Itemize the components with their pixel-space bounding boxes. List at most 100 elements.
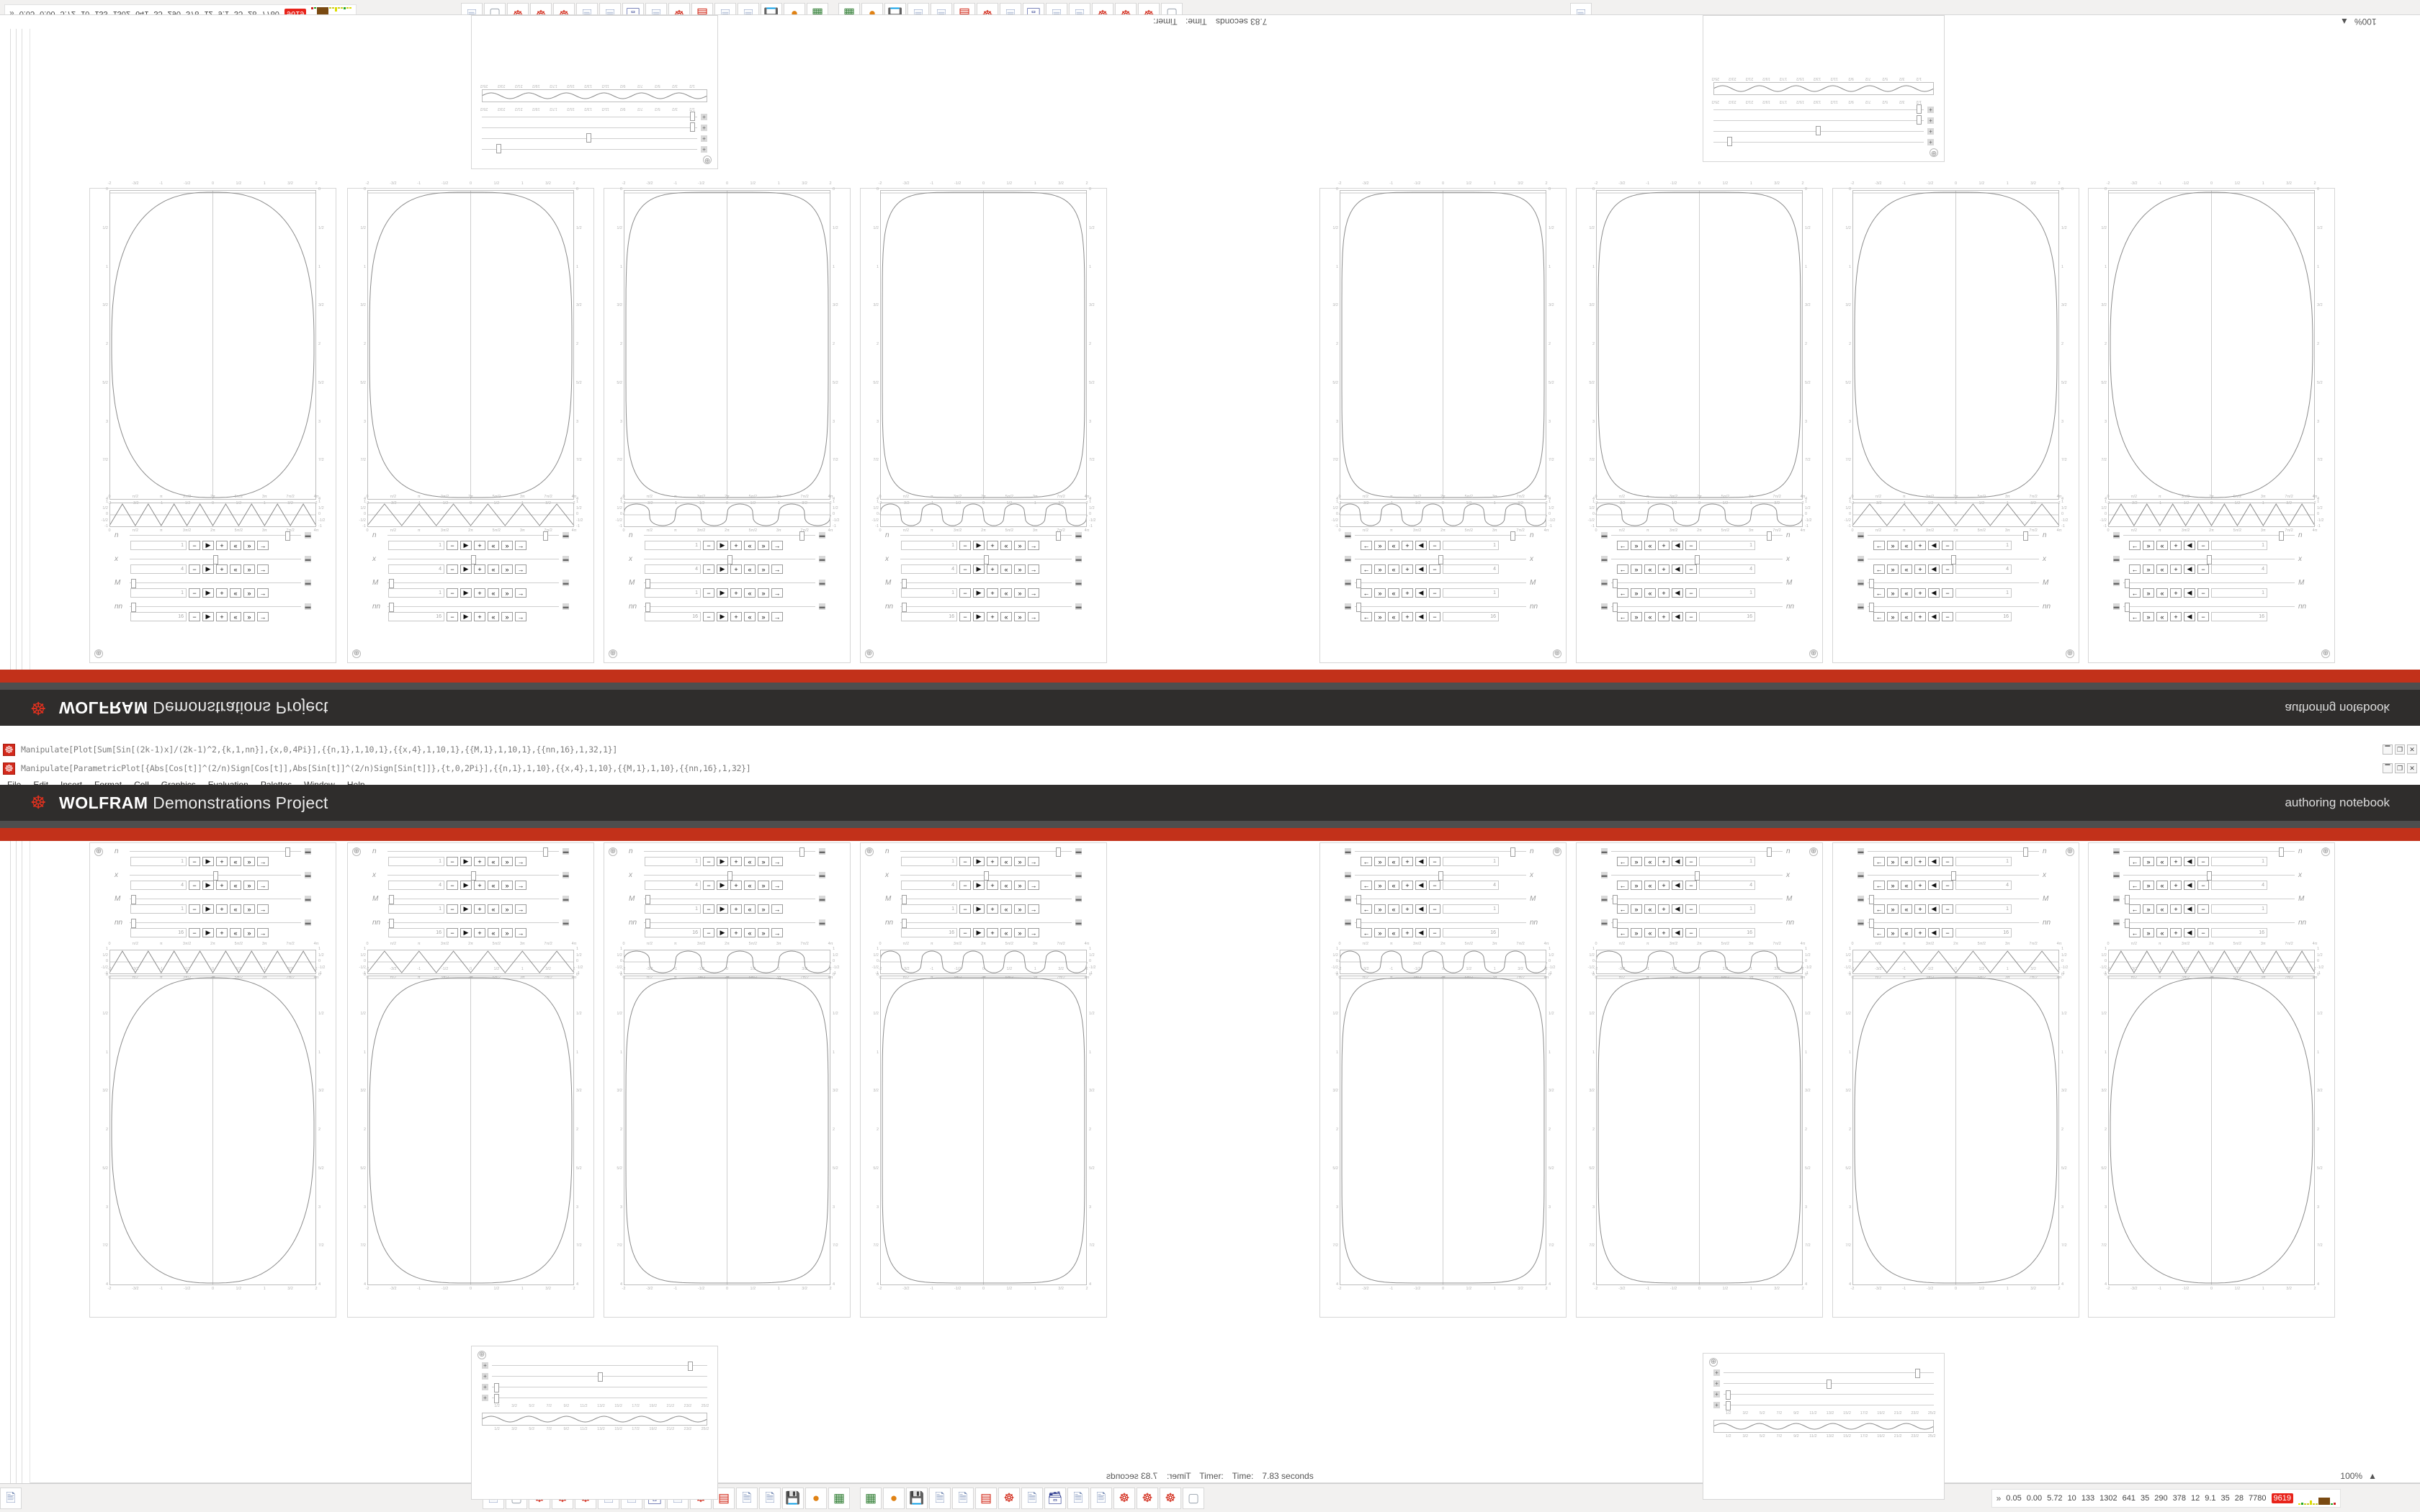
fast-rewind-button[interactable]: « [1644, 588, 1656, 598]
cell-code-1[interactable]: Manipulate[Plot[Sum[Sin[(2k-1)x]/(2k-1)^… [21, 744, 617, 755]
play-button[interactable]: ◀ [1415, 881, 1427, 890]
animation-controls-nn[interactable]: ←» «+ ◀ −16 [1361, 928, 1541, 937]
value-field-nn[interactable]: 16 [1699, 612, 1755, 621]
decrement-button[interactable]: − [189, 928, 200, 937]
collapse-icon[interactable]: ▬ [1857, 603, 1864, 610]
slider-M[interactable] [2123, 894, 2295, 904]
control-row-x[interactable]: x ▬ [372, 554, 569, 564]
collapse-icon[interactable]: ▬ [1601, 580, 1608, 586]
slider-thumb[interactable] [388, 918, 394, 928]
collapsed-control-x[interactable]: + [482, 1372, 707, 1382]
slider-n[interactable] [1868, 847, 2039, 857]
fast-forward-button[interactable]: » [1887, 541, 1899, 550]
increment-button[interactable]: + [730, 904, 742, 914]
slider-thumb[interactable] [1868, 578, 1874, 588]
fast-forward-button[interactable]: » [2143, 928, 2154, 937]
slider-x[interactable] [1355, 870, 1526, 881]
fast-forward-button[interactable]: » [2143, 904, 2154, 914]
control-row-n[interactable]: ▬ n [1857, 531, 2054, 541]
slider-M[interactable] [387, 894, 559, 904]
expand-icon[interactable]: + [1927, 128, 1934, 135]
document-icon[interactable]: 🖹 [0, 1487, 22, 1509]
step-forward-button[interactable]: → [1028, 541, 1039, 550]
fast-forward-button[interactable]: » [1631, 588, 1642, 598]
increment-button[interactable]: + [1658, 857, 1670, 866]
increment-button[interactable]: + [987, 881, 998, 890]
decrement-button[interactable]: − [1942, 541, 1953, 550]
step-forward-button[interactable]: → [771, 881, 783, 890]
slider-nn-mini[interactable] [492, 1393, 707, 1403]
slider-n-mini[interactable] [1724, 1368, 1934, 1378]
step-back-button[interactable]: ← [1617, 612, 1628, 621]
value-field-n[interactable]: 1 [901, 857, 957, 866]
collapse-icon[interactable]: ▬ [305, 896, 311, 902]
increment-button[interactable]: + [1914, 612, 1926, 621]
animation-controls-n[interactable]: ←» «+ ◀ −1 [2129, 541, 2310, 550]
animation-controls-M[interactable]: 1− ▶ + «» → [645, 588, 825, 598]
fast-rewind-button[interactable]: « [2156, 928, 2168, 937]
value-field-M[interactable]: 1 [1955, 904, 2012, 914]
collapse-icon[interactable]: ▬ [305, 532, 311, 539]
slider-x[interactable] [2123, 870, 2295, 881]
slider-n[interactable] [900, 847, 1072, 857]
control-row-M[interactable]: ▬ M [1601, 578, 1798, 588]
step-back-button[interactable]: ← [2129, 612, 2141, 621]
increment-button[interactable]: + [1658, 588, 1670, 598]
animation-controls-M[interactable]: 1− ▶ + «» → [901, 904, 1082, 914]
expand-icon[interactable]: + [1927, 117, 1934, 124]
animation-controls-n[interactable]: 1− ▶ + «» → [645, 541, 825, 550]
slider-M-mini[interactable] [482, 122, 697, 132]
slider-nn[interactable] [1868, 602, 2039, 612]
collapsed-manipulate-panel[interactable]: ⊕ + + + + [471, 15, 718, 169]
manipulate-controls[interactable]: n ▬ 1− ▶ + «» → x ▬ 4− ▶ + «» → M ▬ 1− ▶ + «» → nn [623, 527, 831, 631]
decrement-button[interactable]: − [2197, 881, 2209, 890]
value-field-nn[interactable]: 16 [130, 928, 187, 937]
slider-M[interactable] [130, 578, 301, 588]
control-row-nn[interactable]: nn ▬ [372, 918, 569, 928]
fast-forward-button[interactable]: » [758, 564, 769, 574]
animation-controls-x[interactable]: 4− ▶ + «» → [901, 564, 1082, 574]
slider-thumb-mini[interactable] [493, 1393, 499, 1403]
fast-forward-button[interactable]: » [1374, 904, 1386, 914]
increment-button[interactable]: + [216, 904, 228, 914]
decrement-button[interactable]: − [703, 928, 714, 937]
fast-forward-button[interactable]: » [501, 857, 513, 866]
fast-rewind-button[interactable]: « [230, 612, 241, 621]
fast-forward-button[interactable]: » [1887, 588, 1899, 598]
increment-button[interactable]: + [1402, 928, 1413, 937]
fast-rewind-button[interactable]: « [744, 541, 756, 550]
fast-rewind-button[interactable]: « [230, 904, 241, 914]
manipulate-controls[interactable]: ▬ n ←» «+ ◀ −1 ▬ x ←» «+ ◀ −4 ▬ M ←» «+ ◀ −1 ▬ [1339, 527, 1547, 631]
manipulate-panel[interactable]: ⊕ -2 -2 -3/2 -3/2 -1 -1 -1/2 -1/2 0 0 1/2 1/2 1 1 3/2 3… [604, 181, 851, 663]
animation-controls-M[interactable]: ←» «+ ◀ −1 [1361, 904, 1541, 914]
open-controls-icon-small[interactable]: ⊕ [478, 1351, 486, 1359]
fast-forward-button[interactable]: » [243, 881, 255, 890]
maximize-icon-2[interactable]: ❐ [2395, 763, 2405, 773]
value-field-nn[interactable]: 16 [645, 612, 701, 621]
play-button[interactable]: ◀ [1415, 564, 1427, 574]
value-field-M[interactable]: 1 [388, 588, 444, 598]
slider-thumb[interactable] [542, 531, 548, 541]
decrement-button[interactable]: − [1685, 612, 1697, 621]
collapse-icon[interactable]: ▬ [1345, 603, 1351, 610]
decrement-button[interactable]: − [959, 904, 971, 914]
value-field-n[interactable]: 1 [1699, 857, 1755, 866]
fast-forward-button[interactable]: » [758, 588, 769, 598]
fast-forward-button[interactable]: » [1631, 541, 1642, 550]
manipulate-panel[interactable]: ⊕ n ▬ 1− ▶ + «» → x ▬ 4− ▶ + «» → M ▬ 1− ▶ + «» → nn [604, 842, 851, 1318]
value-field-nn[interactable]: 16 [1443, 612, 1499, 621]
step-back-button[interactable]: ← [1617, 881, 1628, 890]
animation-controls-M[interactable]: 1− ▶ + «» → [130, 588, 311, 598]
increment-button[interactable]: + [474, 541, 485, 550]
increment-button[interactable]: + [987, 612, 998, 621]
collapse-icon[interactable]: ▬ [819, 896, 825, 902]
play-button[interactable]: ◀ [1415, 588, 1427, 598]
play-button[interactable]: ▶ [202, 541, 214, 550]
fast-forward-button[interactable]: » [1887, 857, 1899, 866]
decrement-button[interactable]: − [1685, 857, 1697, 866]
slider-thumb[interactable] [471, 870, 476, 881]
fast-rewind-button[interactable]: « [488, 881, 499, 890]
fast-forward-button[interactable]: » [1374, 857, 1386, 866]
value-field-M[interactable]: 1 [645, 588, 701, 598]
manipulate-panel[interactable]: ⊕ -2 -2 -3/2 -3/2 -1 -1 -1/2 -1/2 0 0 1/2 1/2 1 1 3/2 3… [89, 181, 336, 663]
